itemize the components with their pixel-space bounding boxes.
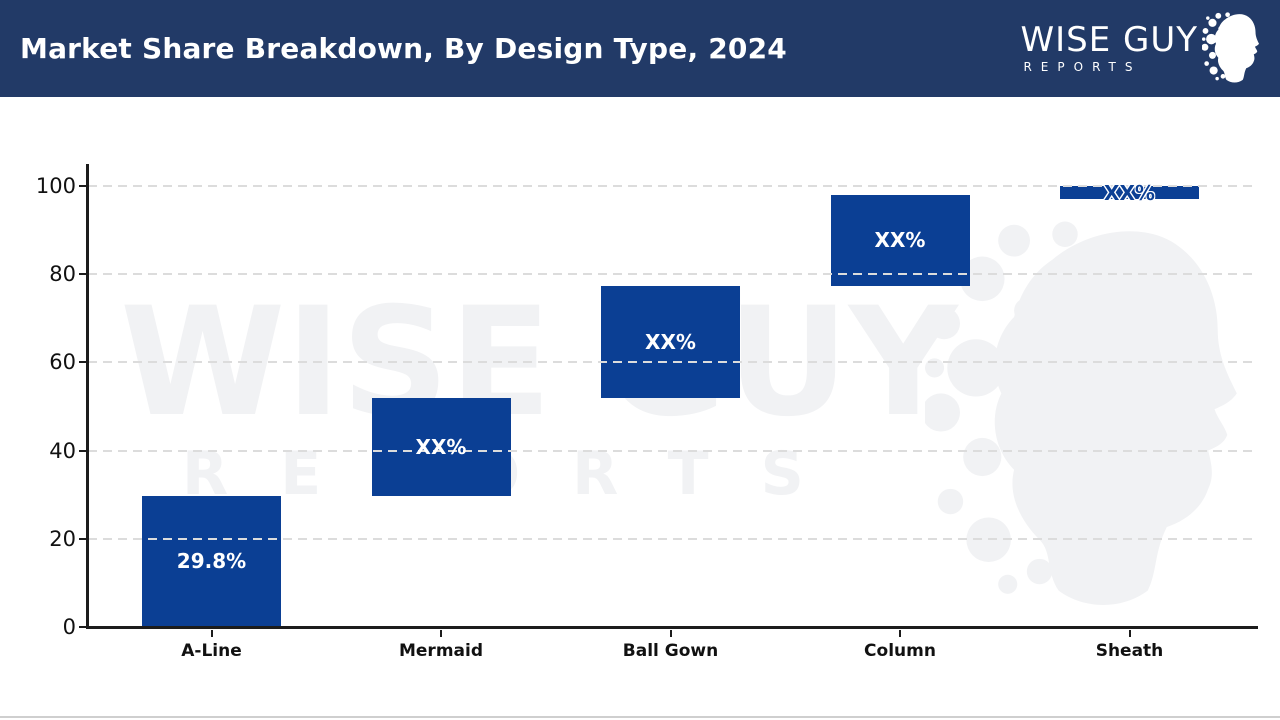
logo-face-icon: [1202, 11, 1260, 82]
bar-value-a-line: 29.8%: [176, 549, 247, 574]
y-tick-100: [79, 185, 88, 187]
y-axis-line: [86, 164, 89, 629]
x-tick-sheath: [1128, 630, 1131, 637]
x-tick-ball-gown: [669, 630, 672, 637]
logo-wordmark: WISE GUY REPORTS: [1020, 19, 1198, 75]
gridline-80: [88, 273, 1252, 276]
x-category-sheath: Sheath: [1095, 641, 1164, 661]
bar-value-mermaid: XX%: [415, 434, 467, 459]
bar-ball-gown: [601, 286, 740, 398]
wiseguy-logo: WISE GUY REPORTS: [1020, 11, 1280, 87]
x-tick-column: [899, 630, 901, 637]
y-tick-label-80: 80: [49, 262, 76, 287]
header: Market Share Breakdown, By Design Type, …: [0, 0, 1280, 97]
y-tick-20: [79, 537, 88, 540]
x-tick-a-line: [210, 630, 213, 637]
y-tick-0: [79, 626, 88, 628]
x-axis-line: [86, 626, 1258, 629]
y-tick-label-100: 100: [35, 174, 76, 198]
bar-value-column: XX%: [874, 228, 926, 253]
y-tick-40: [79, 449, 88, 452]
x-category-mermaid: Mermaid: [398, 641, 483, 661]
y-tick-label-40: 40: [49, 438, 76, 463]
y-tick-label-60: 60: [49, 350, 76, 375]
y-tick-label-0: 0: [62, 615, 76, 639]
x-category-a-line: A-Line: [181, 641, 242, 661]
logo-title: WISE GUY: [1020, 19, 1198, 60]
gridline-100: [88, 185, 1252, 187]
bar-column: [830, 194, 970, 287]
bar-sheath: [1060, 186, 1199, 200]
x-category-column: Column: [864, 641, 936, 661]
y-tick-60: [79, 361, 88, 364]
gridline-60: [88, 361, 1252, 364]
bar-value-ball-gown: XX%: [645, 329, 696, 354]
bar-value-sheath: XX%: [1104, 180, 1155, 205]
logo-subtitle: REPORTS: [1023, 60, 1142, 75]
gridline-20: [88, 537, 1252, 540]
y-tick-80: [79, 273, 88, 276]
bottom-divider: [0, 716, 1280, 718]
x-tick-mermaid: [440, 630, 442, 637]
gridline-40: [88, 449, 1252, 452]
x-category-ball-gown: Ball Gown: [622, 641, 719, 661]
watermark-subtitle: REPORTS: [182, 439, 856, 509]
page-title: Market Share Breakdown, By Design Type, …: [20, 32, 787, 65]
bar-a-line: [142, 495, 281, 627]
bar-mermaid: [371, 397, 511, 496]
y-tick-label-20: 20: [49, 526, 76, 551]
